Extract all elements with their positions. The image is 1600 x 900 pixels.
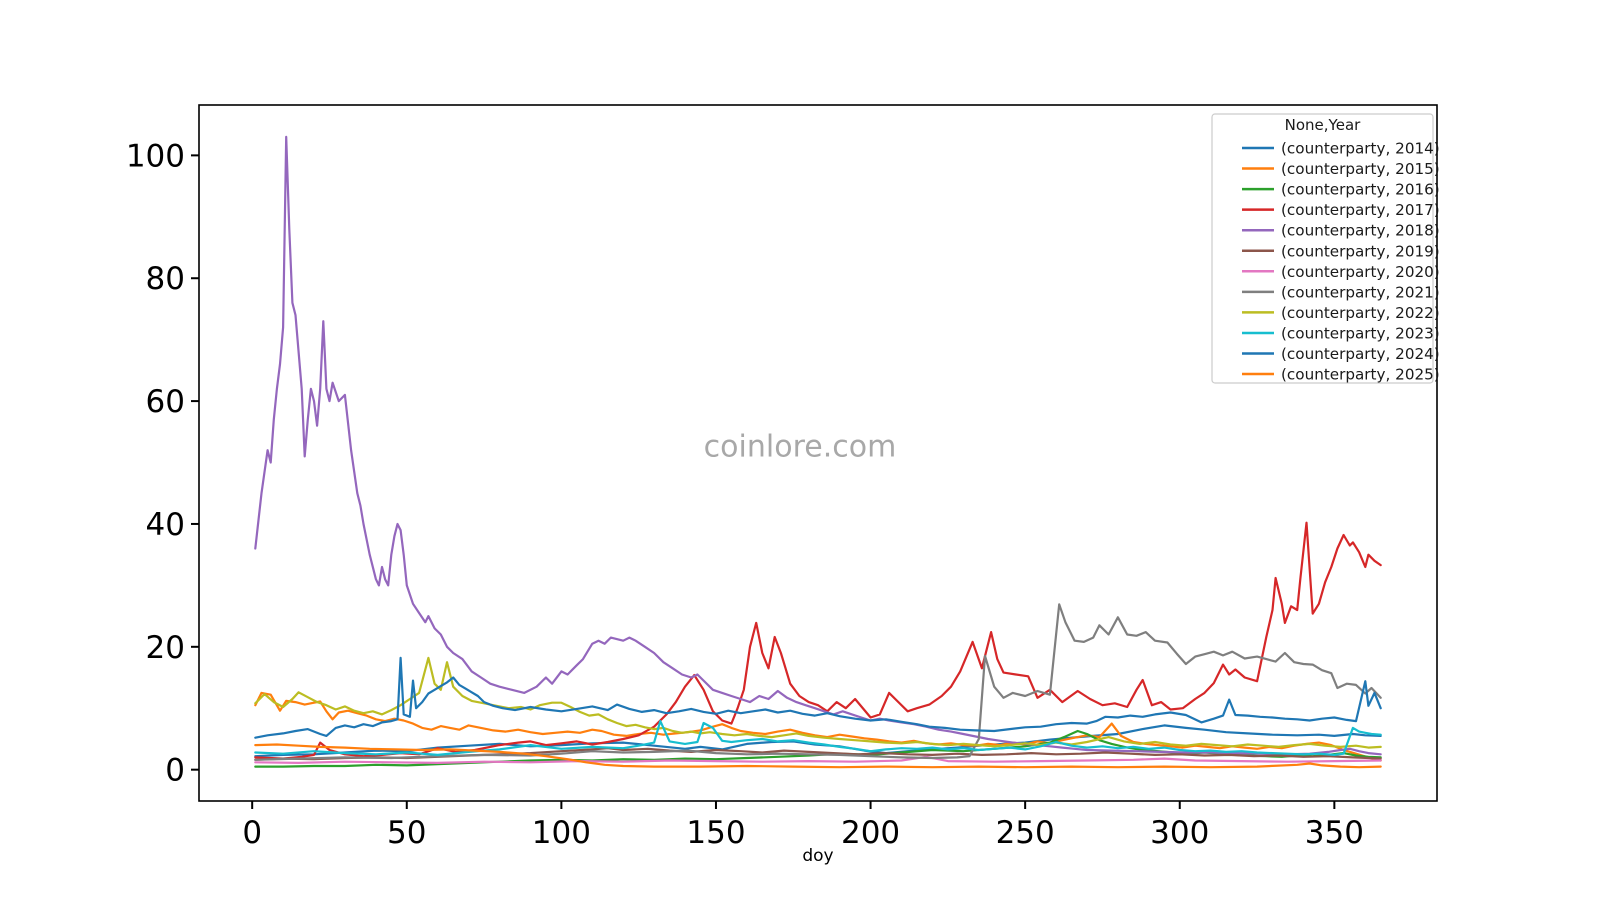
x-tick-label: 150 xyxy=(686,815,745,851)
legend-entry: (counterparty, 2025) xyxy=(1281,366,1440,384)
y-tick-label: 60 xyxy=(146,384,185,420)
x-tick-label: 50 xyxy=(387,815,426,851)
series-line-2023 xyxy=(254,719,1382,757)
x-tick-label: 350 xyxy=(1305,815,1364,851)
legend-entry: (counterparty, 2017) xyxy=(1281,201,1440,219)
y-tick-label: 0 xyxy=(165,753,185,789)
legend-entry: (counterparty, 2015) xyxy=(1281,160,1440,178)
series-line-2021 xyxy=(254,603,1382,761)
legend-title: None,Year xyxy=(1285,116,1361,134)
legend-entry: (counterparty, 2021) xyxy=(1281,283,1440,301)
series-line-2024 xyxy=(254,656,1382,739)
axes-frame xyxy=(198,104,1438,802)
legend-entry: (counterparty, 2018) xyxy=(1281,222,1440,240)
y-tick-label: 40 xyxy=(146,507,185,543)
legend-entry: (counterparty, 2023) xyxy=(1281,324,1440,342)
series-line-2015 xyxy=(254,691,1382,762)
legend-box xyxy=(1211,113,1434,384)
y-tick-label: 20 xyxy=(146,630,185,666)
y-tick-label: 100 xyxy=(126,138,185,174)
series-line-2020 xyxy=(254,755,1382,765)
x-tick-label: 100 xyxy=(532,815,591,851)
x-tick-label: 0 xyxy=(242,815,262,851)
series-line-2025 xyxy=(254,743,1382,769)
x-tick-label: 250 xyxy=(996,815,1055,851)
legend-entry: (counterparty, 2016) xyxy=(1281,181,1440,199)
legend-entry: (counterparty, 2019) xyxy=(1281,242,1440,260)
series-line-2018 xyxy=(254,135,1382,756)
x-tick-label: 300 xyxy=(1150,815,1209,851)
legend-entry: (counterparty, 2014) xyxy=(1281,140,1440,158)
series-line-2022 xyxy=(254,656,1382,749)
legend-entry: (counterparty, 2024) xyxy=(1281,345,1440,363)
y-tick-label: 80 xyxy=(146,261,185,297)
legend-entry: (counterparty, 2022) xyxy=(1281,304,1440,322)
x-axis-label: doy xyxy=(802,846,833,866)
legend-entry: (counterparty, 2020) xyxy=(1281,263,1440,281)
x-tick-label: 200 xyxy=(841,815,900,851)
series-line-2017 xyxy=(254,521,1382,760)
